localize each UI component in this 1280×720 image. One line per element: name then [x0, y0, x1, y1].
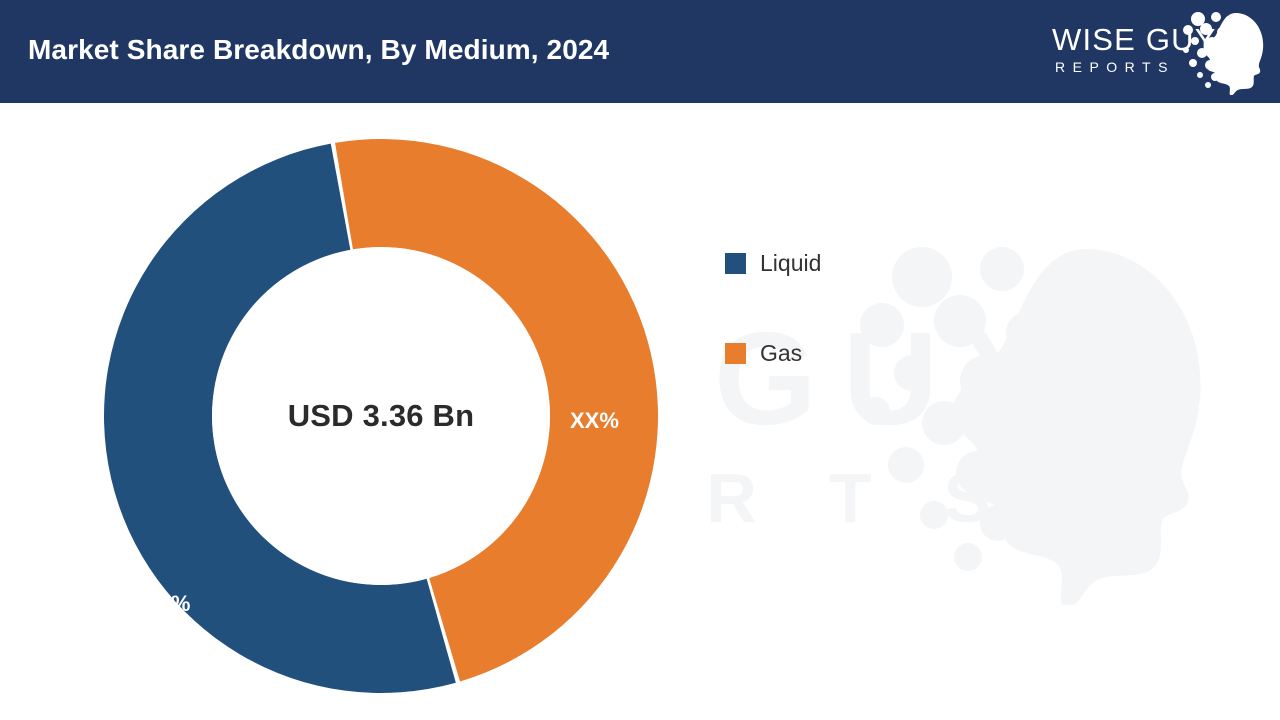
- chart-body: WISE GUY REPORTS: [0, 103, 1280, 720]
- chart-legend: Liquid Gas: [725, 250, 905, 433]
- legend-item-liquid[interactable]: Liquid: [725, 250, 905, 276]
- donut-chart-svg: [104, 139, 658, 693]
- legend-label-liquid: Liquid: [760, 249, 822, 276]
- watermark-head-icon: [860, 247, 1201, 605]
- legend-swatch-liquid: [725, 252, 746, 274]
- page-title: Market Share Breakdown, By Medium, 2024: [28, 34, 610, 65]
- donut-slice-gas[interactable]: [335, 139, 658, 682]
- brand-logo: WISE GUY REPORTS: [1052, 6, 1272, 98]
- legend-item-gas[interactable]: Gas: [725, 340, 905, 366]
- legend-swatch-gas: [725, 342, 746, 364]
- donut-slice-liquid[interactable]: [104, 143, 456, 693]
- page-header: Market Share Breakdown, By Medium, 2024 …: [0, 0, 1280, 103]
- brand-logo-line2: REPORTS: [1055, 59, 1175, 75]
- donut-hole: [212, 247, 550, 585]
- legend-label-gas: Gas: [760, 339, 803, 366]
- head-silhouette-icon: [1183, 12, 1264, 95]
- data-label-liquid: 51.7%: [128, 591, 191, 616]
- data-label-gas: XX%: [570, 408, 619, 433]
